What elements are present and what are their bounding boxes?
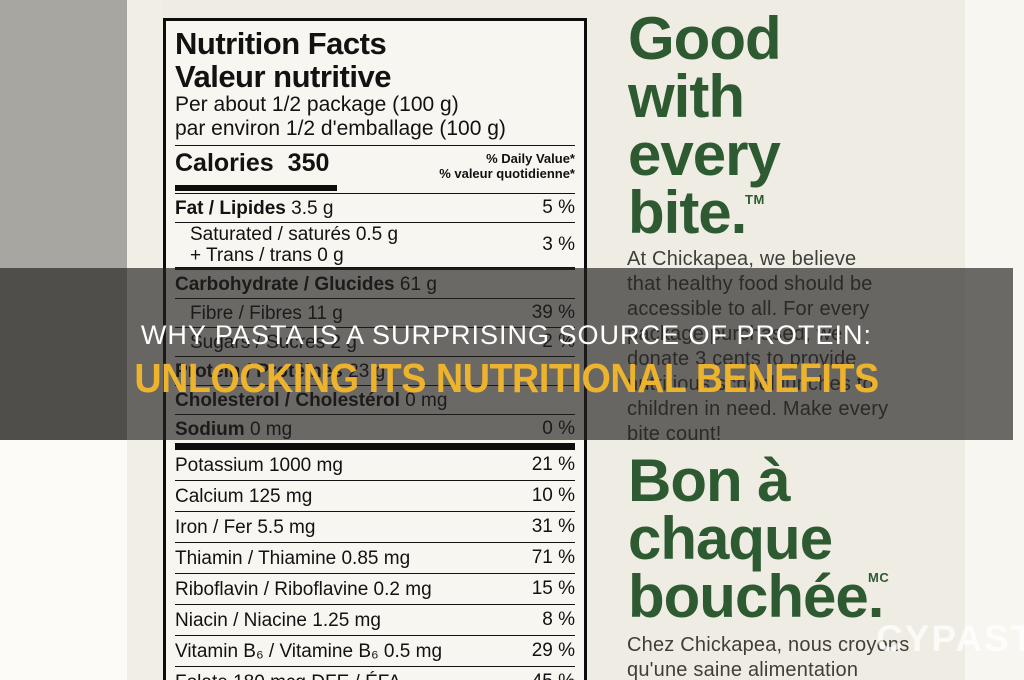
nutrient-daily-value: 45 % — [526, 671, 575, 680]
brand-paragraph-fr: Chez Chickapea, nous croyons qu'une saine… — [627, 633, 909, 680]
nutrient-name: Potassium 1000 mg — [175, 454, 343, 476]
row-separator — [175, 542, 575, 543]
paragraph-line: At Chickapea, we believe — [627, 248, 857, 270]
row-separator — [175, 604, 575, 605]
paragraph-line: Chez Chickapea, nous croyons — [627, 634, 910, 656]
nutrient-name: Riboflavin / Riboflavine 0.2 mg — [175, 578, 432, 600]
nutrient-name: Thiamin / Thiamine 0.85 mg — [175, 547, 411, 569]
nutrition-title-en: Nutrition Facts — [175, 26, 387, 61]
nutrient-name: Saturated / saturés 0.5 g + Trans / trans… — [190, 224, 399, 266]
row-separator — [175, 443, 575, 450]
serving-size-en: Per about 1/2 package (100 g) — [175, 93, 459, 116]
photo-background-white — [0, 440, 127, 680]
divider — [175, 193, 575, 194]
nutrient-row: Niacin / Niacine 1.25 mg 8 % — [175, 605, 575, 635]
nutrition-title-fr: Valeur nutritive — [175, 59, 391, 94]
nutrient-daily-value: 31 % — [531, 516, 575, 537]
nutrient-name: Vitamin B₆ / Vitamine B₆ 0.5 mg — [175, 640, 443, 662]
calories-row: Calories 350 % Daily Value* % valeur quot… — [175, 146, 575, 183]
nutrient-name: Fat / Lipides 3.5 g — [175, 197, 334, 219]
row-separator — [175, 222, 575, 223]
row-separator — [175, 511, 575, 512]
paragraph-line: qu'une saine alimentation — [627, 659, 859, 680]
calories-word: Calories — [175, 149, 274, 177]
banner-overlay-band — [0, 268, 1013, 440]
nutrient-daily-value: 21 % — [531, 454, 575, 475]
nutrient-name: Folate 180 mcg DFE / ÉFA — [175, 672, 401, 680]
brand-headline-line: with — [628, 63, 745, 130]
nutrient-row: Saturated / saturés 0.5 g + Trans / trans… — [175, 223, 575, 267]
serving-size-fr: par environ 1/2 d'emballage (100 g) — [175, 117, 506, 140]
daily-value-en: % Daily Value* — [486, 151, 575, 166]
nutrient-row: Calcium 125 mg 10 % — [175, 481, 575, 511]
nutrient-name: Calcium 125 mg — [175, 485, 313, 507]
nutrient-daily-value: 15 % — [531, 578, 575, 599]
daily-value-fr: % valeur quotidienne* — [439, 166, 575, 181]
banner-title-line2: UNLOCKING ITS NUTRITIONAL BENEFITS — [134, 355, 879, 401]
nutrient-daily-value: 10 % — [531, 485, 575, 506]
nutrient-row: Riboflavin / Riboflavine 0.2 mg 15 % — [175, 574, 575, 604]
nutrient-row: Iron / Fer 5.5 mg 31 % — [175, 512, 575, 542]
row-separator — [175, 573, 575, 574]
row-separator — [175, 635, 575, 636]
row-separator — [175, 666, 575, 667]
nutrient-daily-value: 5 % — [542, 197, 575, 218]
brand-headline-line: Bon à — [628, 447, 791, 514]
brand-headline-line: bouchée. — [628, 563, 884, 630]
divider — [175, 145, 575, 146]
brand-headline-line: Good — [628, 5, 782, 72]
calories-label: Calories 350 — [175, 149, 329, 178]
nutrient-row: Thiamin / Thiamine 0.85 mg 71 % — [175, 543, 575, 573]
trademark-symbol-en: TM — [745, 192, 765, 207]
trademark-symbol-fr: MC — [868, 570, 890, 585]
nutrient-row: Folate 180 mcg DFE / ÉFA 45 % — [175, 667, 575, 680]
nutrient-daily-value: 8 % — [542, 609, 575, 630]
nutrient-name: Niacin / Niacine 1.25 mg — [175, 609, 381, 631]
brand-headline-line: bite. — [628, 179, 747, 246]
brand-headline-en: Good with every bite. — [628, 5, 782, 246]
nutrient-row: Potassium 1000 mg 21 % — [175, 450, 575, 480]
nutrient-daily-value: 3 % — [542, 234, 575, 255]
watermark-text: CYPASTA — [876, 618, 1024, 659]
row-separator — [175, 480, 575, 481]
brand-headline-fr: Bon à chaque bouchée. — [628, 447, 884, 630]
calories-value: 350 — [287, 149, 330, 177]
nutrient-daily-value: 29 % — [531, 640, 575, 661]
nutrient-row: Fat / Lipides 3.5 g 5 % — [175, 194, 575, 222]
nutrient-row: Vitamin B₆ / Vitamine B₆ 0.5 mg 29 % — [175, 636, 575, 666]
brand-headline-line: every — [628, 121, 781, 188]
calories-underline-bar — [175, 185, 337, 191]
brand-headline-line: chaque — [628, 505, 833, 572]
nutrient-daily-value: 71 % — [531, 547, 575, 568]
daily-value-header: % Daily Value* % valeur quotidienne* — [439, 149, 575, 181]
nutrient-name: Iron / Fer 5.5 mg — [175, 516, 316, 538]
banner-title-line1: WHY PASTA IS A SURPRISING SOURCE OF PROT… — [140, 320, 873, 350]
